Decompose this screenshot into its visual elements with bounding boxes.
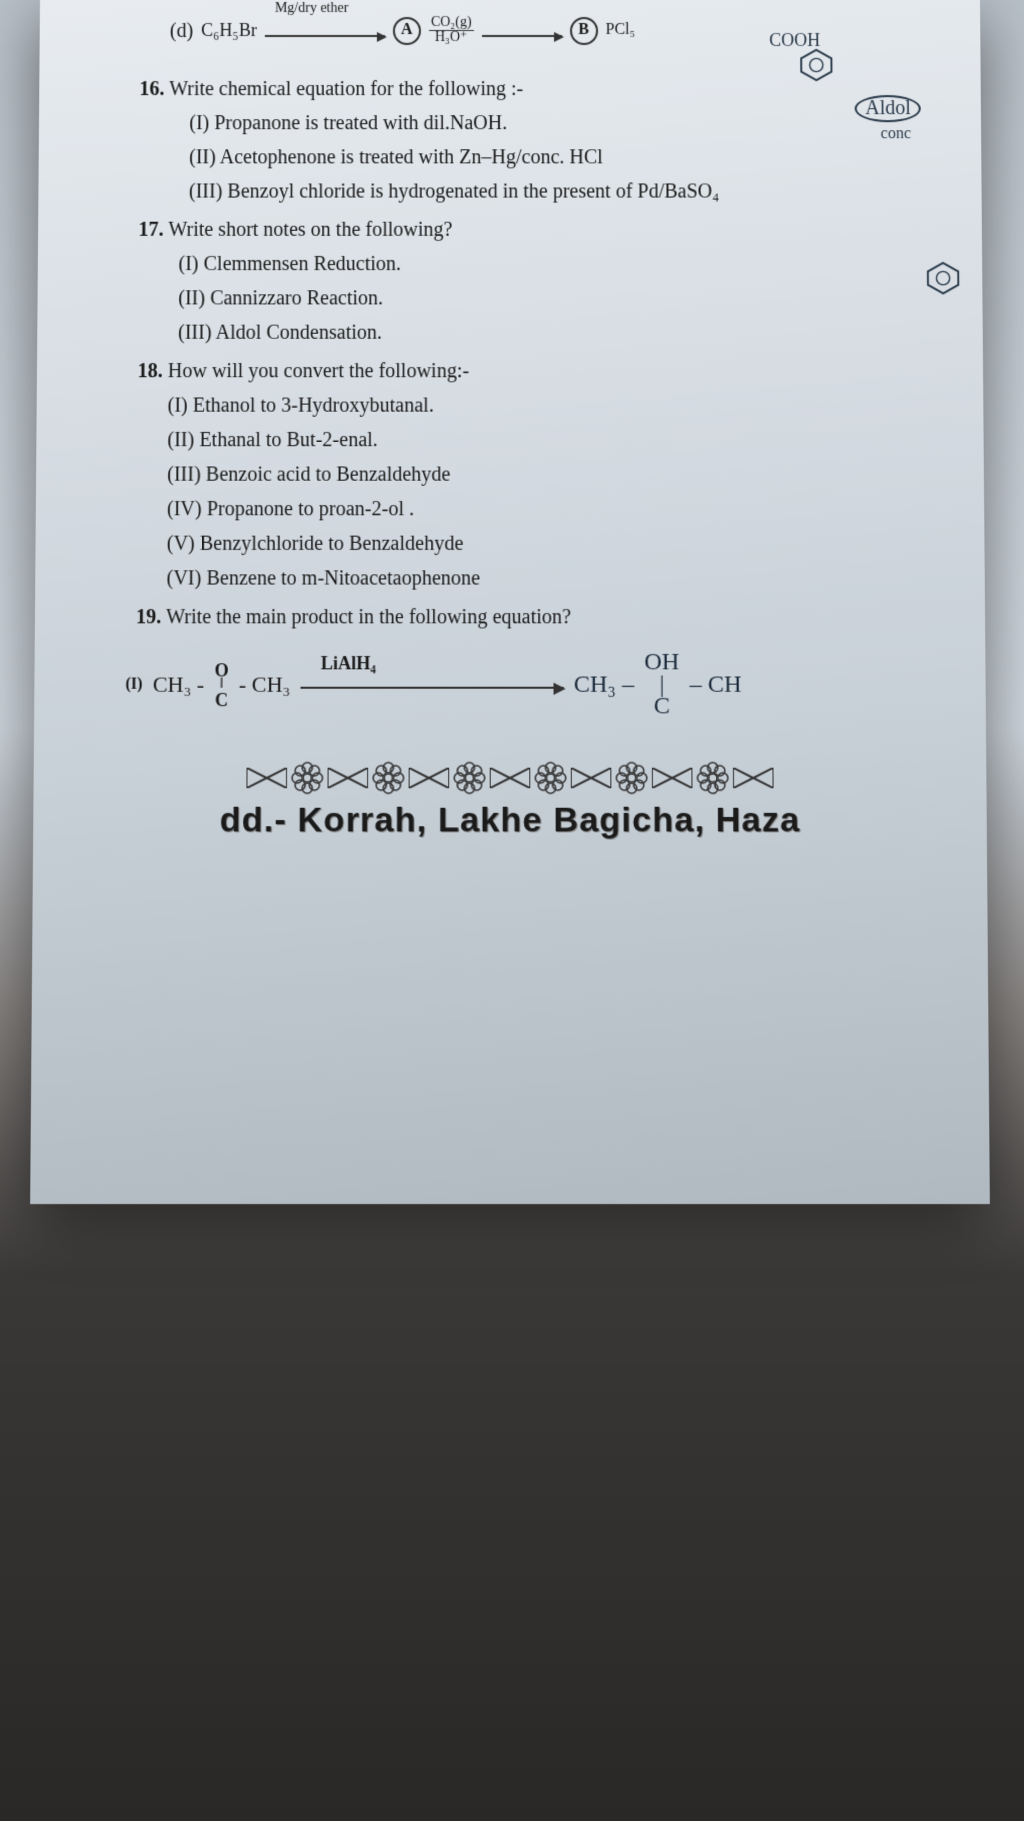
bowtie-icon [490, 767, 531, 788]
bowtie-icon [652, 767, 693, 788]
question-19: 19. Write the main product in the follow… [136, 603, 955, 632]
product-ch-right: – CH [690, 671, 742, 699]
q16-sub-ii: (II) Acetophenone is treated with Zn–Hg/… [189, 143, 951, 171]
q16-sub-iii: (III) Benzoyl chloride is hydrogenated i… [189, 177, 952, 205]
benzene-sketch-icon [924, 261, 962, 300]
bowtie-icon [733, 767, 774, 788]
bowtie-icon [409, 767, 450, 788]
q18-sub-iii: (III) Benzoic acid to Benzaldehyde [167, 460, 954, 488]
arrow-icon [482, 34, 562, 36]
product-coh: OH | C [644, 652, 679, 718]
reagent-label: LiAlH₄ [321, 653, 376, 674]
q18-sub-iv: (IV) Propanone to proan-2-ol . [167, 495, 954, 523]
q18-sub-i: (I) Ethanol to 3-Hydroxybutanal. [168, 391, 954, 419]
handwriting-aldol: Aldol [855, 95, 921, 122]
q16-text: Write chemical equation for the followin… [169, 78, 523, 100]
flower-icon [289, 759, 326, 796]
product-ch3-left: CH₃ – [574, 671, 634, 699]
q18-sub-v: (V) Benzylchloride to Benzaldehyde [167, 530, 955, 559]
option-d-arrow-label: Mg/dry ether [275, 0, 349, 18]
q17-sub-i: (I) Clemmensen Reduction. [178, 250, 952, 278]
q18-number: 18. [138, 360, 163, 382]
option-d-row: (d) C₆H₅Br Mg/dry ether A CO₂(g) H₃O⁺ B … [170, 16, 951, 45]
flower-icon [613, 759, 650, 796]
question-18: 18. How will you convert the following:- [138, 357, 953, 385]
option-d-reactant: C₆H₅Br [201, 18, 257, 43]
flower-icon [694, 759, 731, 796]
bowtie-icon [328, 767, 369, 788]
benzene-sketch-icon [797, 48, 835, 87]
q18-sub-vi: (VI) Benzene to m-Nitoacetaophenone [166, 564, 954, 593]
fraction-reagent: CO₂(g) H₃O⁺ [429, 16, 474, 45]
q19-number: 19. [136, 606, 161, 628]
circle-a: A [393, 16, 421, 44]
q19-eq-label: (I) [125, 676, 142, 694]
question-17: 17. Write short notes on the following? [138, 216, 951, 244]
product-c: C [654, 696, 670, 718]
footer-decoration: dd.- Korrah, Lakhe Bagicha, Haza [64, 759, 957, 840]
q18-text: How will you convert the following:- [168, 360, 469, 382]
q16-sub-i: (I) Propanone is treated with dil.NaOH. [189, 109, 951, 137]
carbonyl-group: O ‖ C [214, 662, 228, 708]
flower-icon [451, 759, 488, 796]
option-d-label: (d) [170, 16, 194, 44]
q17-number: 17. [138, 219, 163, 241]
decoration-row [64, 759, 956, 796]
frac-bot: H₃O⁺ [435, 31, 468, 45]
q17-text: Write short notes on the following? [168, 219, 452, 241]
worksheet-paper: (d) C₆H₅Br Mg/dry ether A CO₂(g) H₃O⁺ B … [30, 0, 990, 1204]
circle-b: B [570, 16, 598, 44]
q19-equation: (I) CH₃ - O ‖ C - CH₃ LiAlH₄ CH₃ – OH | … [125, 652, 955, 718]
frac-top: CO₂(g) [429, 16, 474, 31]
q19-text: Write the main product in the following … [166, 606, 571, 628]
q18-sub-ii: (II) Ethanal to But-2-enal. [167, 426, 953, 454]
bowtie-icon [571, 767, 612, 788]
carbon: C [215, 692, 228, 709]
handwriting-conc: conc [881, 125, 911, 143]
q17-sub-iii: (III) Aldol Condensation. [178, 319, 953, 347]
pcl5: PCl₅ [606, 19, 636, 41]
reactant-ch3-left: CH₃ - [153, 672, 205, 699]
flower-icon [532, 759, 569, 796]
bowtie-icon [246, 767, 287, 788]
footer-address: dd.- Korrah, Lakhe Bagicha, Haza [64, 800, 957, 840]
reactant-ch3-right: - CH₃ [239, 672, 291, 699]
q16-number: 16. [139, 78, 164, 100]
reaction-arrow-icon [301, 687, 564, 689]
flower-icon [370, 759, 407, 796]
arrow-icon [265, 34, 385, 36]
q17-sub-ii: (II) Cannizzaro Reaction. [178, 284, 952, 312]
